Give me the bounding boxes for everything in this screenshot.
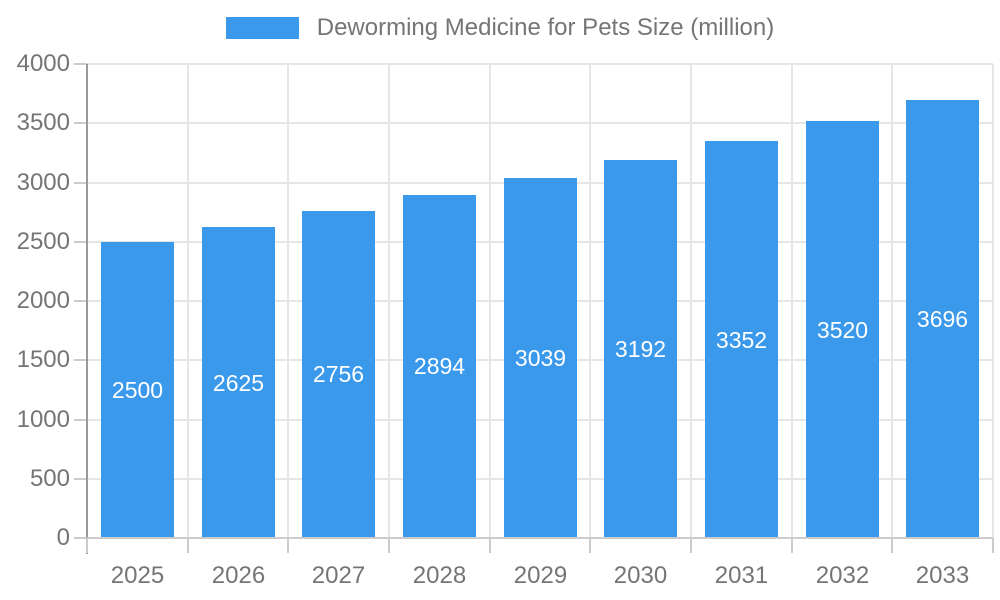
y-axis-label: 500 <box>29 465 70 492</box>
y-axis-label: 1000 <box>16 406 70 433</box>
x-axis-tick <box>589 538 591 553</box>
bar-2030[interactable]: 3192 <box>604 160 677 538</box>
v-gridline <box>287 64 289 538</box>
y-axis-label: 0 <box>56 524 70 551</box>
x-axis-label-2029: 2029 <box>513 562 568 589</box>
y-axis-label: 4000 <box>16 50 70 77</box>
y-axis-tick <box>74 182 87 184</box>
bar-2027[interactable]: 2756 <box>302 211 375 538</box>
bar-2025[interactable]: 2500 <box>101 242 174 538</box>
bar-2029[interactable]: 3039 <box>504 178 577 538</box>
bar-value-label: 3039 <box>514 345 567 371</box>
x-axis-label-2030: 2030 <box>613 562 668 589</box>
bar-value-label: 3352 <box>715 327 768 353</box>
y-axis-tick <box>74 300 87 302</box>
x-axis-label-2033: 2033 <box>915 562 970 589</box>
x-axis-label-2027: 2027 <box>311 562 366 589</box>
bar-value-label: 3192 <box>614 336 667 362</box>
x-axis-line <box>87 537 993 539</box>
y-axis-tick <box>74 241 87 243</box>
y-axis-tick <box>74 63 87 65</box>
v-gridline <box>690 64 692 538</box>
bar-2031[interactable]: 3352 <box>705 141 778 538</box>
legend-swatch <box>225 17 299 39</box>
x-axis-label-2026: 2026 <box>211 562 266 589</box>
x-axis-tick <box>891 538 893 553</box>
h-gridline <box>87 63 993 65</box>
bar-value-label: 2756 <box>312 361 365 387</box>
x-axis-tick <box>287 538 289 553</box>
v-gridline <box>791 64 793 538</box>
v-gridline <box>589 64 591 538</box>
legend-item[interactable]: Deworming Medicine for Pets Size (millio… <box>0 14 1000 42</box>
bar-value-label: 2894 <box>413 353 466 379</box>
x-axis-tick <box>489 538 491 553</box>
bar-2026[interactable]: 2625 <box>202 227 275 538</box>
v-gridline <box>489 64 491 538</box>
bar-value-label: 2500 <box>111 377 164 403</box>
y-axis-label: 3500 <box>16 109 70 136</box>
bar-value-label: 3696 <box>916 306 969 332</box>
bar-2028[interactable]: 2894 <box>403 195 476 538</box>
x-axis-tick <box>187 538 189 553</box>
x-axis-label-2032: 2032 <box>815 562 870 589</box>
legend-label: Deworming Medicine for Pets Size (millio… <box>316 14 775 41</box>
y-axis-label: 2000 <box>16 287 70 314</box>
v-gridline <box>992 64 994 538</box>
y-axis-tick <box>74 359 87 361</box>
x-axis-label-2031: 2031 <box>714 562 769 589</box>
x-axis-tick <box>388 538 390 553</box>
y-axis-tick <box>74 537 87 539</box>
x-axis-tick <box>86 538 88 553</box>
x-axis-tick <box>791 538 793 553</box>
y-axis-label: 3000 <box>16 169 70 196</box>
y-axis-label: 1500 <box>16 346 70 373</box>
bar-2032[interactable]: 3520 <box>806 121 879 538</box>
y-axis-label: 2500 <box>16 228 70 255</box>
x-axis-tick <box>690 538 692 553</box>
x-axis-label-2028: 2028 <box>412 562 467 589</box>
bar-value-label: 2625 <box>212 370 265 396</box>
bar-value-label: 3520 <box>816 317 869 343</box>
y-axis-line <box>86 64 88 554</box>
y-axis-tick <box>74 122 87 124</box>
x-axis-tick <box>992 538 994 553</box>
bar-2033[interactable]: 3696 <box>906 100 979 538</box>
x-axis-label-2025: 2025 <box>110 562 165 589</box>
v-gridline <box>187 64 189 538</box>
h-gridline <box>87 122 993 124</box>
y-axis-tick <box>74 478 87 480</box>
y-axis-tick <box>74 419 87 421</box>
v-gridline <box>388 64 390 538</box>
v-gridline <box>891 64 893 538</box>
